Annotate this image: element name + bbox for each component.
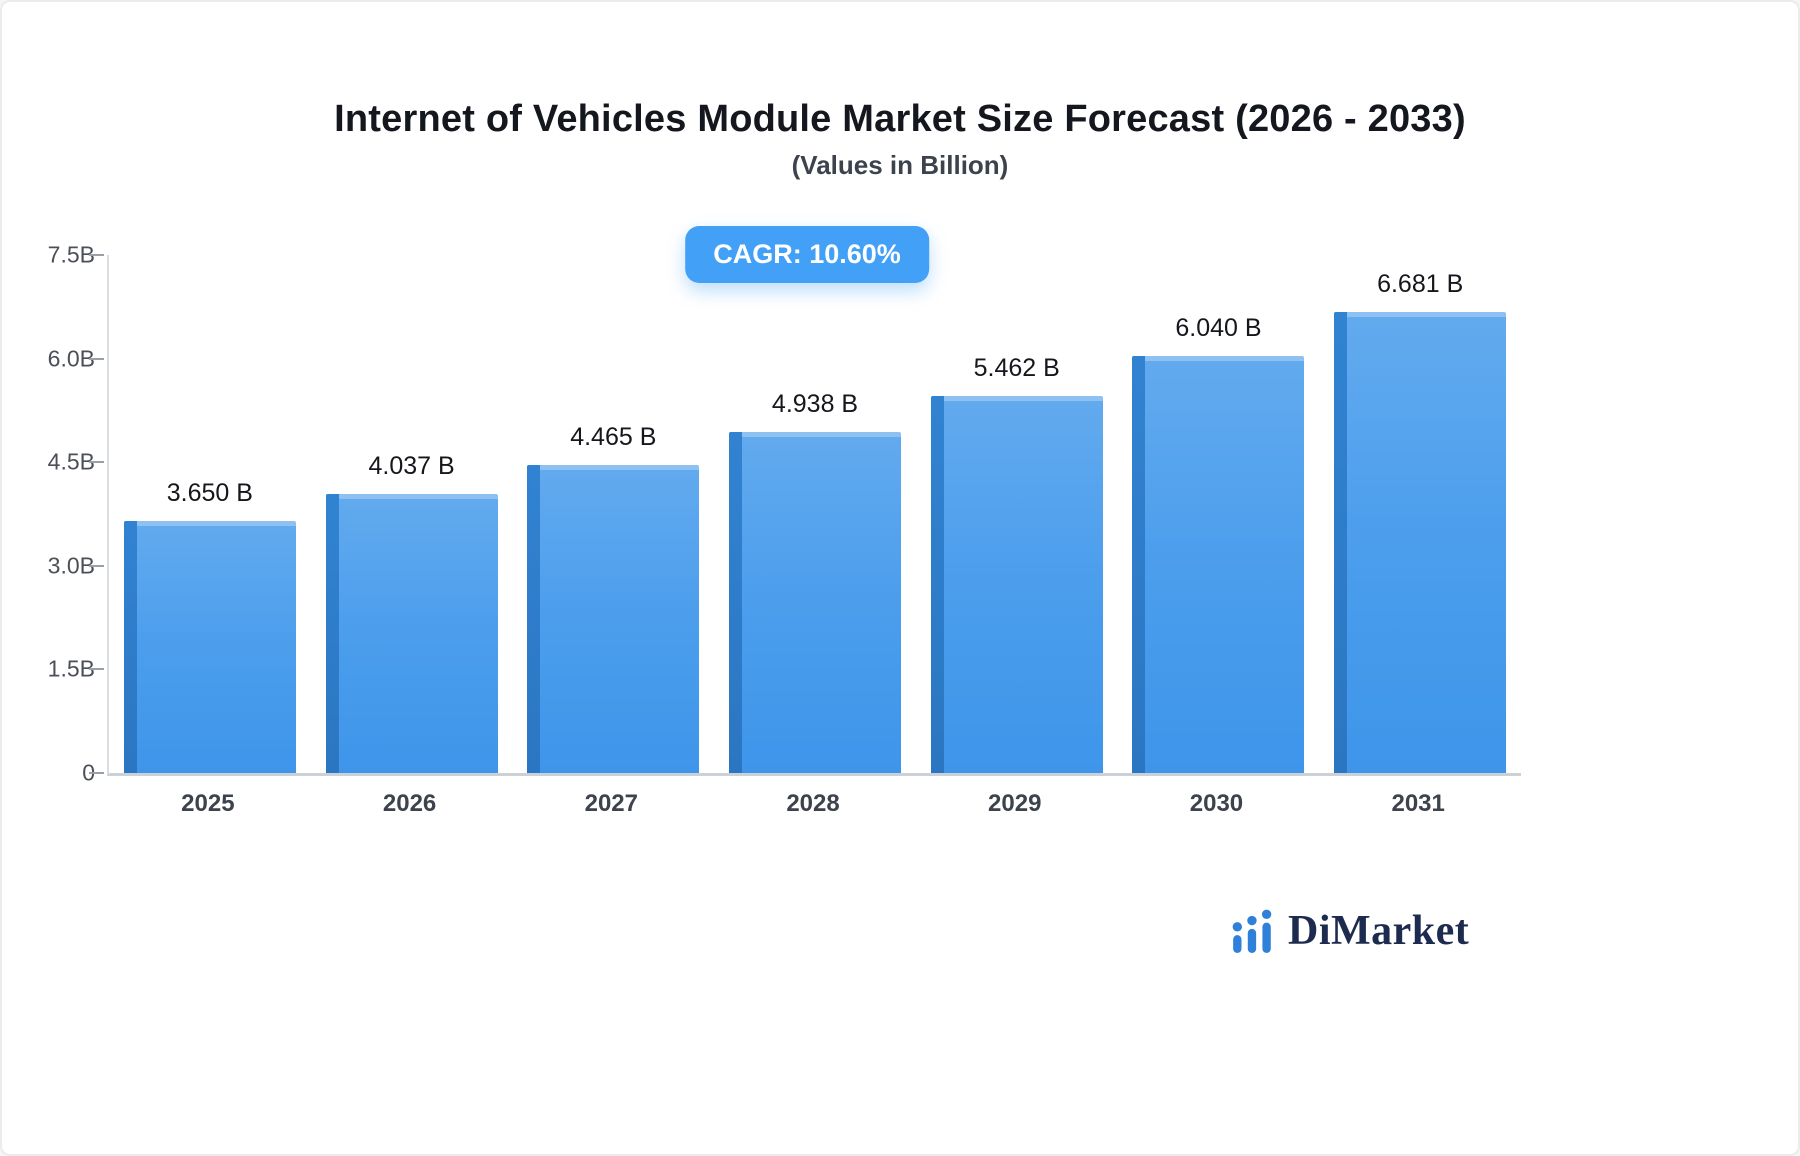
x-axis-label: 2027 [584, 790, 638, 817]
y-axis-tick-label: 6.0B [47, 345, 95, 372]
bar-value-label: 3.650 B [166, 478, 253, 507]
y-axis-tick-label: 7.5B [47, 241, 95, 268]
bar-slot: 6.681 B [1319, 255, 1521, 774]
bar-2027: 4.465 B [527, 423, 700, 774]
bar-slot: 6.040 B [1118, 255, 1320, 774]
bar-slot: 3.650 B [109, 255, 311, 774]
y-axis-tick-mark [89, 357, 104, 360]
y-axis-tick-mark [89, 772, 104, 774]
bars-row: 3.650 B 4.037 B 4.465 B 4.938 B 5.462 B 6.040… [109, 255, 1521, 774]
bar-2029: 5.462 B [930, 354, 1103, 774]
bar-value-label: 4.938 B [771, 389, 859, 418]
brand-logo: DiMarket [1230, 907, 1469, 955]
bar-slot: 5.462 B [916, 255, 1118, 774]
y-axis-tick-mark [89, 254, 104, 256]
x-axis-label: 2025 [181, 790, 235, 817]
plot-area: 3.650 B 4.037 B 4.465 B 4.938 B 5.462 B 6.040… [48, 242, 1521, 786]
bar-2025: 3.650 B [123, 479, 296, 774]
x-axis-label: 2026 [382, 790, 437, 817]
x-axis-label: 2030 [1189, 790, 1244, 817]
bar-2028: 4.938 B [729, 390, 902, 774]
chart-subtitle: (Values in Billion) [791, 150, 1009, 180]
bar-value-label: 5.462 B [973, 353, 1060, 382]
bar-value-label: 4.465 B [570, 422, 657, 451]
y-axis-tick-mark [89, 668, 104, 671]
y-axis-tick-label: 4.5B [47, 448, 95, 475]
bar-slot: 4.037 B [311, 255, 513, 773]
bar-2030: 6.040 B [1132, 314, 1305, 774]
x-axis-labels: 2025 2026 2027 2028 2029 2030 2031 [107, 790, 1519, 818]
bar-2031: 6.681 B [1334, 270, 1507, 774]
bar-slot: 4.938 B [714, 255, 916, 774]
brand-name: DiMarket [1288, 908, 1470, 954]
x-axis-label: 2028 [786, 790, 840, 817]
y-axis-tick-mark [89, 564, 104, 567]
cagr-badge: CAGR: 10.60% [685, 226, 929, 283]
y-axis-tick-label: 3.0B [47, 552, 95, 579]
bar-2026: 4.037 B [325, 452, 498, 773]
bar-chart-dots-icon [1230, 908, 1276, 954]
bar-value-label: 4.037 B [368, 452, 455, 481]
y-axis-tick-label: 0 [82, 759, 95, 786]
page-title: Internet of Vehicles Module Market Size … [334, 98, 1466, 140]
bar-slot: 4.465 B [512, 255, 714, 774]
x-axis-label: 2029 [988, 790, 1042, 817]
y-axis-tick-label: 1.5B [47, 655, 95, 682]
y-axis-tick-mark [89, 461, 104, 464]
bar-chart: 3.650 B 4.037 B 4.465 B 4.938 B 5.462 B 6.040… [42, 242, 1562, 845]
bar-value-label: 6.040 B [1175, 313, 1262, 342]
x-axis-label: 2031 [1391, 790, 1445, 817]
bar-value-label: 6.681 B [1377, 269, 1464, 298]
